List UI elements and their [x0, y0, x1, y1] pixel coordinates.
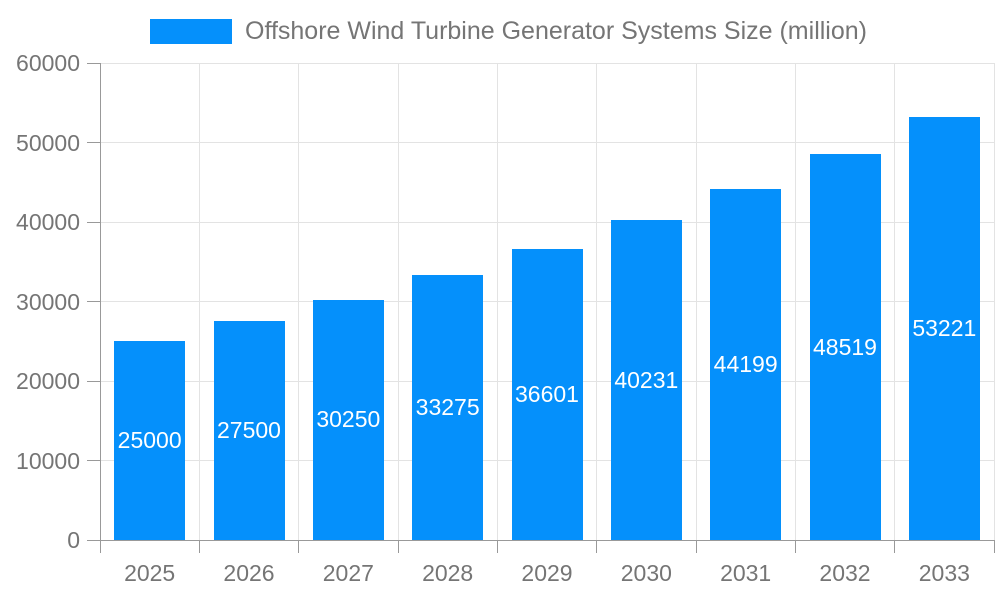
x-tick-mark — [894, 540, 896, 553]
x-axis-tick-label: 2029 — [521, 560, 573, 586]
bar[interactable]: 36601 — [511, 249, 583, 540]
x-gridline — [198, 63, 200, 540]
y-tick-mark — [87, 142, 100, 143]
y-axis-tick-label: 50000 — [16, 129, 80, 156]
bar[interactable]: 25000 — [114, 341, 186, 540]
x-axis-tick-label: 2032 — [819, 560, 871, 586]
bar[interactable]: 40231 — [610, 220, 682, 540]
x-tick-mark — [198, 540, 200, 553]
y-tick-mark — [87, 380, 100, 382]
y-axis-tick-label: 20000 — [16, 368, 80, 394]
x-gridline — [695, 63, 697, 540]
bar-value-label: 27500 — [217, 417, 281, 444]
x-gridline — [397, 63, 399, 540]
x-axis-tick-label: 2030 — [620, 560, 672, 586]
x-gridline — [496, 63, 498, 540]
x-gridline — [794, 63, 796, 540]
x-axis-tick-label: 2026 — [223, 560, 275, 586]
bar[interactable]: 33275 — [412, 275, 484, 540]
bar[interactable]: 44199 — [710, 188, 782, 540]
y-axis-tick-label: 10000 — [16, 447, 80, 474]
y-tick-mark — [87, 460, 100, 461]
x-axis-tick-label: 2027 — [322, 560, 374, 586]
x-axis-tick-label: 2028 — [422, 560, 474, 586]
bar[interactable]: 27500 — [213, 321, 285, 540]
x-tick-mark — [596, 540, 598, 553]
bar-value-label: 30250 — [316, 406, 381, 433]
y-axis-tick-label: 60000 — [16, 50, 80, 76]
y-axis-tick-label: 40000 — [16, 209, 80, 235]
x-axis-tick-label: 2031 — [720, 560, 772, 586]
x-tick-mark — [794, 540, 796, 553]
bar-value-label: 25000 — [117, 427, 182, 454]
chart-legend[interactable]: Offshore Wind Turbine Generator Systems … — [150, 17, 867, 46]
bar-value-label: 33275 — [415, 394, 480, 421]
y-gridline — [100, 142, 994, 143]
bar-value-label: 40231 — [614, 366, 679, 393]
x-gridline — [993, 63, 995, 540]
y-gridline — [100, 62, 994, 64]
x-tick-mark — [397, 540, 399, 553]
x-gridline — [894, 63, 896, 540]
y-axis-line — [99, 63, 101, 553]
x-tick-mark — [298, 540, 300, 553]
x-tick-mark — [993, 540, 995, 553]
legend-label: Offshore Wind Turbine Generator Systems … — [245, 17, 867, 45]
bar[interactable]: 53221 — [908, 116, 980, 540]
y-gridline — [100, 221, 994, 223]
x-tick-mark — [496, 540, 498, 553]
legend-swatch — [150, 19, 232, 44]
x-gridline — [298, 63, 300, 540]
x-axis-tick-label: 2033 — [918, 560, 970, 586]
y-axis-tick-label: 0 — [67, 527, 80, 553]
y-tick-mark — [87, 62, 100, 64]
bar-value-label: 48519 — [813, 333, 877, 360]
y-tick-mark — [87, 539, 100, 541]
bar-value-label: 44199 — [713, 350, 778, 377]
y-tick-mark — [87, 221, 100, 223]
y-tick-mark — [87, 301, 100, 302]
bar[interactable]: 30250 — [312, 299, 384, 540]
bar-value-label: 53221 — [912, 314, 977, 341]
x-gridline — [596, 63, 598, 540]
x-axis-tick-label: 2025 — [124, 560, 176, 586]
x-tick-mark — [695, 540, 697, 553]
x-axis-line — [100, 539, 994, 541]
y-axis-tick-label: 30000 — [16, 288, 80, 315]
bar[interactable]: 48519 — [809, 154, 881, 540]
bar-value-label: 36601 — [515, 381, 579, 407]
